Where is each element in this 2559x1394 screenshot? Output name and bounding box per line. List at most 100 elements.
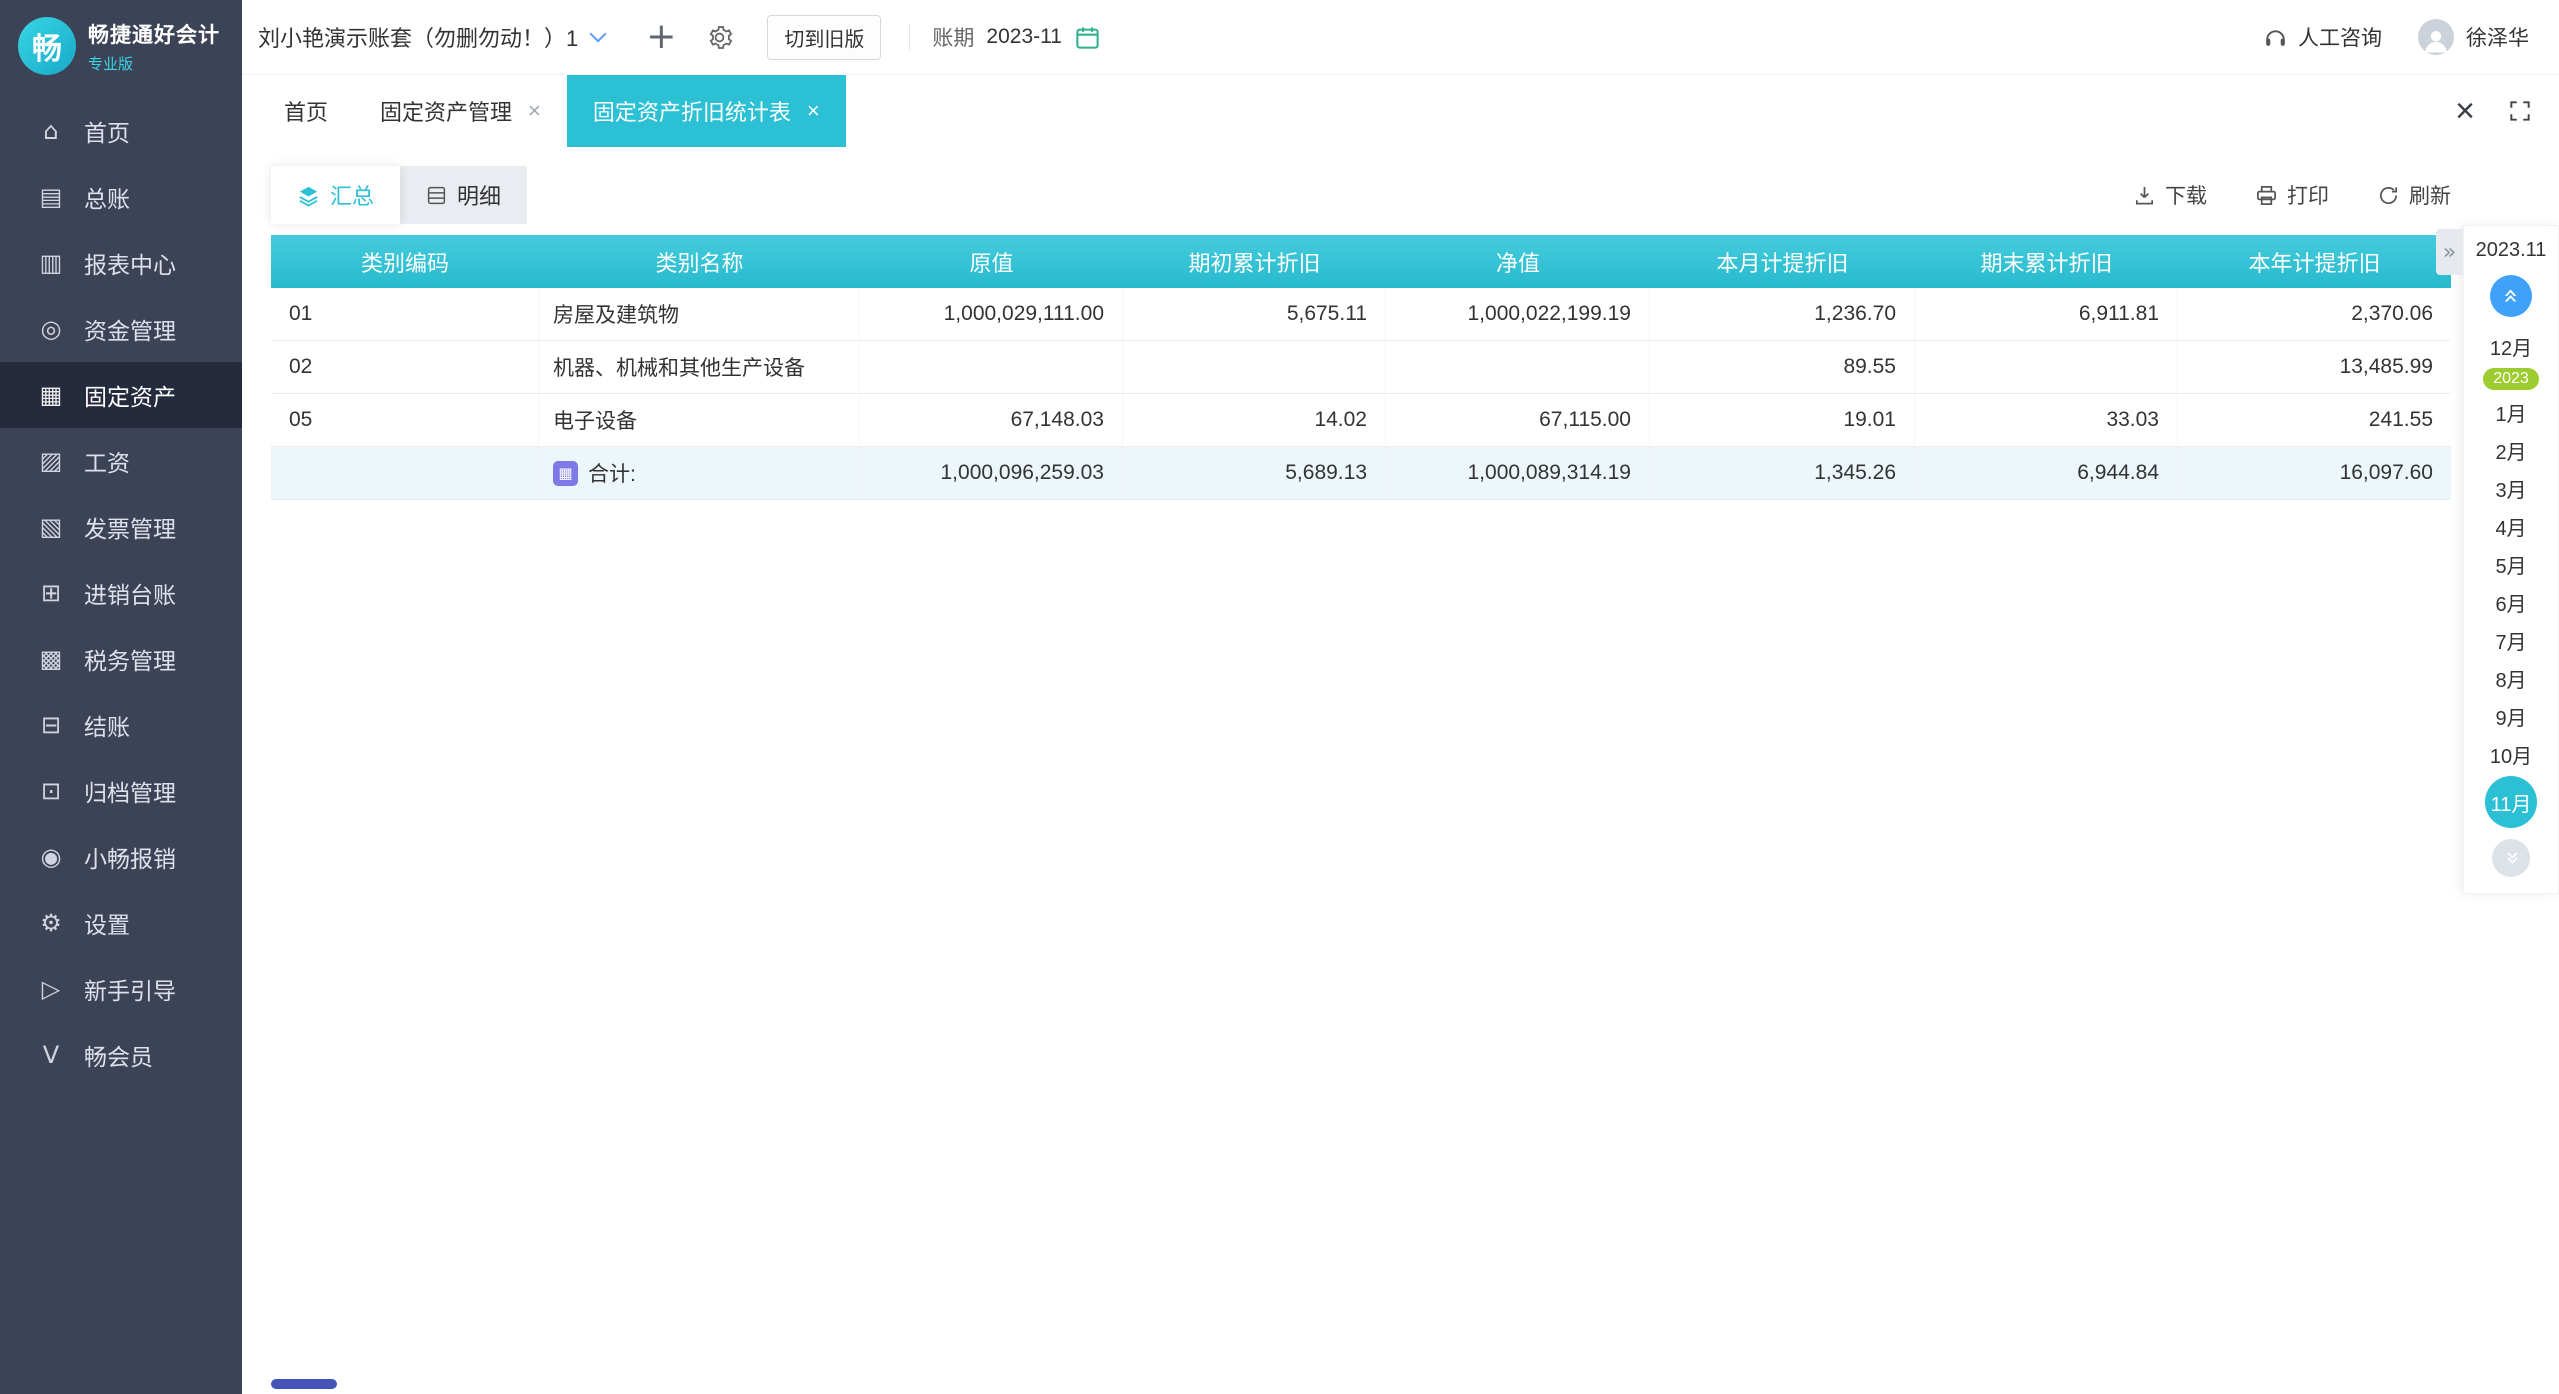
cell-net-value: 1,000,022,199.19 bbox=[1386, 288, 1650, 341]
sidebar-item-beginner-guide[interactable]: ▷ 新手引导 bbox=[0, 956, 242, 1022]
summary-tab-label: 汇总 bbox=[330, 184, 375, 209]
add-account-set-button[interactable]: + bbox=[646, 16, 677, 57]
scroll-months-down-button[interactable]: « bbox=[2492, 839, 2530, 877]
cell-net-value: 67,115.00 bbox=[1386, 394, 1650, 447]
membership-icon: Ⅴ bbox=[42, 1041, 60, 1069]
close-icon[interactable]: × bbox=[806, 98, 820, 123]
cell-begin-depreciation: 14.02 bbox=[1123, 394, 1386, 447]
brand-logo: 畅 畅捷通好会计 专业版 bbox=[0, 0, 242, 92]
cell-begin-depreciation bbox=[1123, 341, 1386, 394]
month-item-nov-selected[interactable]: 11月 bbox=[2485, 776, 2537, 828]
sidebar-item-home[interactable]: ⌂ 首页 bbox=[0, 98, 242, 164]
download-button[interactable]: 下载 bbox=[2133, 180, 2207, 210]
col-header-year-depreciation: 本年计提折旧 bbox=[2178, 235, 2451, 288]
month-item-oct[interactable]: 10月 bbox=[2489, 745, 2533, 768]
cell-end-depreciation: 6,911.81 bbox=[1915, 288, 2178, 341]
tab-label: 固定资产折旧统计表 bbox=[592, 100, 791, 125]
sidebar-item-membership[interactable]: Ⅴ 畅会员 bbox=[0, 1022, 242, 1088]
brand-text: 畅捷通好会计 专业版 bbox=[88, 19, 220, 74]
month-item-jun[interactable]: 6月 bbox=[2495, 593, 2527, 616]
total-year-depreciation: 16,097.60 bbox=[2178, 447, 2451, 500]
close-all-tabs-icon[interactable]: × bbox=[2455, 92, 2475, 130]
sidebar-item-report-center[interactable]: ▥ 报表中心 bbox=[0, 230, 242, 296]
sidebar-item-settings[interactable]: ⚙ 设置 bbox=[0, 890, 242, 956]
tabbar-right-controls: × bbox=[2455, 75, 2559, 147]
sidebar-item-funds[interactable]: ◎ 资金管理 bbox=[0, 296, 242, 362]
gear-icon bbox=[710, 25, 733, 49]
print-button[interactable]: 打印 bbox=[2255, 180, 2329, 210]
double-chevron-up-icon: « bbox=[2495, 288, 2526, 304]
month-item-feb[interactable]: 2月 bbox=[2495, 441, 2527, 464]
chevron-down-icon bbox=[589, 25, 607, 43]
total-row-label-cell: ▦ 合计: bbox=[539, 447, 860, 500]
sidebar: 畅 畅捷通好会计 专业版 ⌂ 首页 ▤ 总账 ▥ 报表中心 ◎ 资金管理 ▦ 固定资产 ▨… bbox=[0, 0, 242, 1394]
tab-depreciation-statistics[interactable]: 固定资产折旧统计表 × bbox=[566, 75, 846, 147]
tab-label: 固定资产管理 bbox=[380, 100, 513, 125]
total-month-depreciation: 1,345.26 bbox=[1650, 447, 1915, 500]
layers-icon bbox=[299, 186, 318, 207]
col-header-category-name: 类别名称 bbox=[539, 235, 860, 288]
switch-to-old-version-button[interactable]: 切到旧版 bbox=[767, 14, 882, 60]
double-arrow-right-icon: » bbox=[2442, 239, 2457, 265]
sidebar-item-tax[interactable]: ▩ 税务管理 bbox=[0, 626, 242, 692]
sidebar-item-general-ledger[interactable]: ▤ 总账 bbox=[0, 164, 242, 230]
download-icon bbox=[2135, 186, 2154, 205]
depreciation-statistics-table: 类别编码 类别名称 原值 期初累计折旧 净值 本月计提折旧 期末累计折旧 本年计… bbox=[271, 235, 2451, 500]
sidebar-item-label: 畅会员 bbox=[84, 1044, 153, 1070]
month-item-dec[interactable]: 12月 bbox=[2489, 337, 2533, 360]
collapse-month-panel-button[interactable]: » bbox=[2436, 229, 2463, 275]
month-item-apr[interactable]: 4月 bbox=[2495, 517, 2527, 540]
month-item-jan[interactable]: 1月 bbox=[2495, 403, 2527, 426]
list-icon bbox=[427, 186, 446, 204]
cell-begin-depreciation: 5,675.11 bbox=[1123, 288, 1386, 341]
cell-month-depreciation: 89.55 bbox=[1650, 341, 1915, 394]
tab-home[interactable]: 首页 bbox=[258, 75, 354, 147]
cell-month-depreciation: 1,236.70 bbox=[1650, 288, 1915, 341]
month-item-may[interactable]: 5月 bbox=[2495, 555, 2527, 578]
col-header-begin-accum-depreciation: 期初累计折旧 bbox=[1123, 235, 1386, 288]
human-support-button[interactable]: 人工咨询 bbox=[2263, 22, 2382, 52]
sidebar-item-payroll[interactable]: ▨ 工资 bbox=[0, 428, 242, 494]
account-set-selector[interactable]: 刘小艳演示账套（勿删勿动！）1 bbox=[258, 21, 607, 53]
sidebar-item-label: 工资 bbox=[84, 450, 130, 476]
jump-to-latest-button[interactable]: « bbox=[2490, 275, 2532, 317]
support-label: 人工咨询 bbox=[2298, 27, 2382, 50]
sidebar-item-invoice[interactable]: ▧ 发票管理 bbox=[0, 494, 242, 560]
period-value: 2023-11 bbox=[986, 25, 1062, 48]
refresh-button[interactable]: 刷新 bbox=[2377, 180, 2451, 210]
avatar[interactable] bbox=[2418, 19, 2454, 55]
sidebar-item-period-closing[interactable]: ⊟ 结账 bbox=[0, 692, 242, 758]
sidebar-item-expense[interactable]: ◉ 小畅报销 bbox=[0, 824, 242, 890]
cell-original-value bbox=[860, 341, 1123, 394]
archive-icon: ⊡ bbox=[40, 777, 62, 805]
col-header-month-depreciation: 本月计提折旧 bbox=[1650, 235, 1915, 288]
topbar-right-group: 人工咨询 徐泽华 bbox=[2263, 19, 2529, 55]
purchase-sales-ledger-icon: ⊞ bbox=[40, 579, 62, 607]
close-icon[interactable]: × bbox=[528, 98, 541, 123]
sidebar-item-archive[interactable]: ⊡ 归档管理 bbox=[0, 758, 242, 824]
month-item-mar[interactable]: 3月 bbox=[2495, 479, 2527, 502]
account-set-name: 刘小艳演示账套（勿删勿动！）1 bbox=[258, 26, 579, 51]
calculator-icon: ▦ bbox=[553, 460, 578, 486]
username[interactable]: 徐泽华 bbox=[2466, 27, 2529, 50]
sidebar-item-label: 税务管理 bbox=[84, 648, 176, 674]
cell-category-code: 05 bbox=[271, 394, 539, 447]
cell-year-depreciation: 241.55 bbox=[2178, 394, 2451, 447]
tab-fixed-asset-management[interactable]: 固定资产管理 × bbox=[354, 75, 567, 147]
sidebar-item-fixed-assets[interactable]: ▦ 固定资产 bbox=[0, 362, 242, 428]
month-item-sep[interactable]: 9月 bbox=[2495, 707, 2527, 730]
col-header-category-code: 类别编码 bbox=[271, 235, 539, 288]
horizontal-scrollbar-thumb[interactable] bbox=[271, 1379, 337, 1389]
cell-category-name: 机器、机械和其他生产设备 bbox=[539, 341, 860, 394]
view-switcher: 汇总 明细 bbox=[271, 166, 528, 224]
cell-net-value bbox=[1386, 341, 1650, 394]
accounting-period-picker[interactable]: 账期 2023-11 bbox=[932, 22, 1101, 52]
brand-logo-icon: 畅 bbox=[18, 17, 76, 75]
month-item-jul[interactable]: 7月 bbox=[2495, 631, 2527, 654]
sidebar-item-purchase-sales-ledger[interactable]: ⊞ 进销台账 bbox=[0, 560, 242, 626]
fullscreen-icon[interactable] bbox=[2507, 98, 2533, 124]
summary-view-tab[interactable]: 汇总 bbox=[271, 166, 401, 224]
detail-view-tab[interactable]: 明细 bbox=[400, 166, 528, 224]
month-item-aug[interactable]: 8月 bbox=[2495, 669, 2527, 692]
settings-gear-button[interactable] bbox=[706, 24, 733, 51]
